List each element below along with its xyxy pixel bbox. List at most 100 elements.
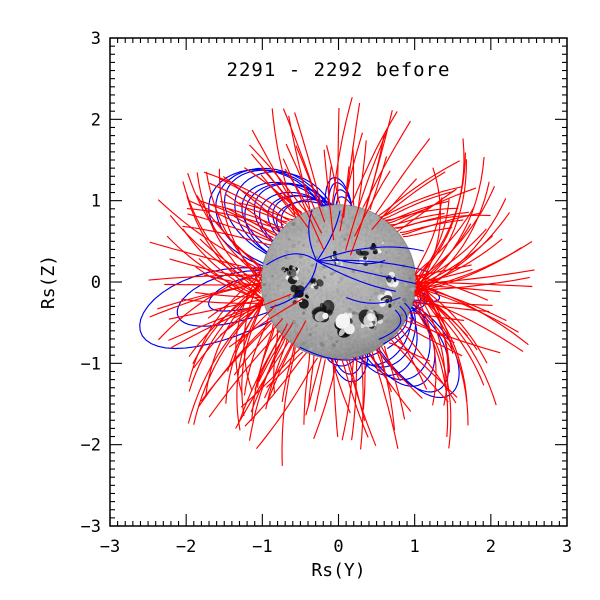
open-field-line (203, 171, 295, 218)
sun-speckle (382, 328, 387, 333)
sun-speckle (311, 307, 314, 310)
open-field-line (374, 138, 431, 215)
sun-speckle (381, 334, 383, 336)
sun-speckle (361, 266, 364, 269)
open-field-line (416, 281, 529, 346)
sun-speckle (308, 333, 312, 337)
sun-speckle (351, 311, 356, 315)
magnetogram-negative-patch (281, 266, 286, 271)
open-field-line (408, 317, 455, 344)
sun-speckle (410, 287, 415, 292)
sun-speckle (386, 267, 389, 270)
sun-speckle (368, 298, 372, 302)
open-field-line (195, 291, 263, 299)
magnetogram-positive-patch (312, 282, 317, 286)
sun-speckle (296, 310, 300, 314)
sun-speckle (368, 233, 371, 236)
open-field-line (357, 140, 367, 208)
sun-speckle (266, 276, 271, 280)
open-field-line (240, 348, 301, 408)
sun-speckle (314, 332, 318, 336)
open-field-line (415, 276, 530, 292)
open-field-line (382, 190, 455, 220)
sun-speckle (331, 348, 333, 350)
open-field-line (412, 301, 449, 437)
sun-speckle (339, 220, 342, 223)
sun-speckle (294, 329, 297, 331)
sun-speckle (301, 255, 304, 259)
sun-speckle (362, 233, 367, 237)
sun-speckle (402, 297, 407, 302)
sun-speckle (360, 334, 365, 339)
open-field-line (186, 208, 281, 230)
sun-speckle (279, 288, 283, 292)
open-field-line (205, 282, 261, 396)
magnetogram-positive-patch (314, 311, 327, 322)
open-field-line (414, 300, 453, 351)
sun-speckle (331, 343, 336, 348)
closed-field-line (377, 304, 460, 399)
open-field-line (187, 199, 273, 241)
open-field-line (256, 324, 274, 388)
magnetogram-negative-patch (286, 268, 297, 278)
sun-speckle (347, 307, 352, 312)
magnetogram-negative-patch (371, 243, 376, 247)
open-field-line (235, 340, 290, 429)
closed-field-line (358, 306, 417, 368)
sun-speckle (277, 285, 279, 287)
open-field-line (414, 167, 441, 296)
sun-speckle (312, 219, 314, 222)
magnetogram-positive-patch (378, 250, 382, 254)
sun-speckle (337, 336, 341, 340)
open-field-line (187, 299, 264, 424)
sun-speckle (275, 281, 277, 283)
sun-speckle (310, 327, 313, 331)
magnetogram-positive-patch (338, 328, 346, 337)
sun-speckle (325, 230, 328, 232)
open-field-line (416, 288, 469, 426)
sun-speckle (397, 301, 400, 304)
sun-speckle (340, 235, 343, 238)
open-field-line (416, 288, 446, 386)
magnetogram-positive-patch (318, 286, 320, 288)
open-field-line (371, 352, 399, 449)
open-field-line (222, 175, 284, 226)
sun-speckle (349, 305, 352, 308)
closed-field-lines (139, 167, 460, 399)
sun-speckle (320, 341, 323, 344)
sun-speckle (410, 296, 413, 299)
sun-speckle (296, 321, 300, 325)
sun-speckle (310, 263, 314, 267)
open-field-line (239, 304, 277, 345)
open-field-line (375, 349, 423, 399)
open-field-line (313, 358, 339, 440)
open-field-line (417, 228, 487, 286)
sun-speckle (313, 331, 318, 335)
sun-speckle (296, 306, 299, 309)
open-field-line (371, 178, 418, 230)
y-tick-label: 1 (91, 192, 101, 212)
magnetogram-positive-patch (369, 322, 374, 326)
closed-field-line-on-disk (334, 258, 386, 265)
sun-speckle (271, 274, 274, 278)
open-field-line (199, 200, 278, 235)
sun-speckle (355, 312, 360, 316)
open-field-line (251, 153, 309, 229)
sun-speckle (287, 258, 289, 260)
closed-field-line-on-disk (266, 253, 318, 266)
sun-speckle (309, 347, 313, 351)
sun-speckle (284, 249, 289, 255)
sun-speckle (262, 283, 266, 287)
y-tick-label: 3 (91, 29, 101, 49)
open-field-line (416, 281, 488, 364)
sun-speckle (350, 342, 352, 345)
sun-speckle (344, 222, 347, 226)
x-tick-label: 1 (410, 537, 420, 557)
sun-speckle (294, 322, 300, 327)
magnetogram-negative-patch (304, 294, 309, 299)
open-field-line (330, 358, 351, 414)
open-field-line (281, 345, 295, 403)
magnetogram-negative-patch (388, 303, 392, 308)
sun-speckle (364, 245, 367, 247)
